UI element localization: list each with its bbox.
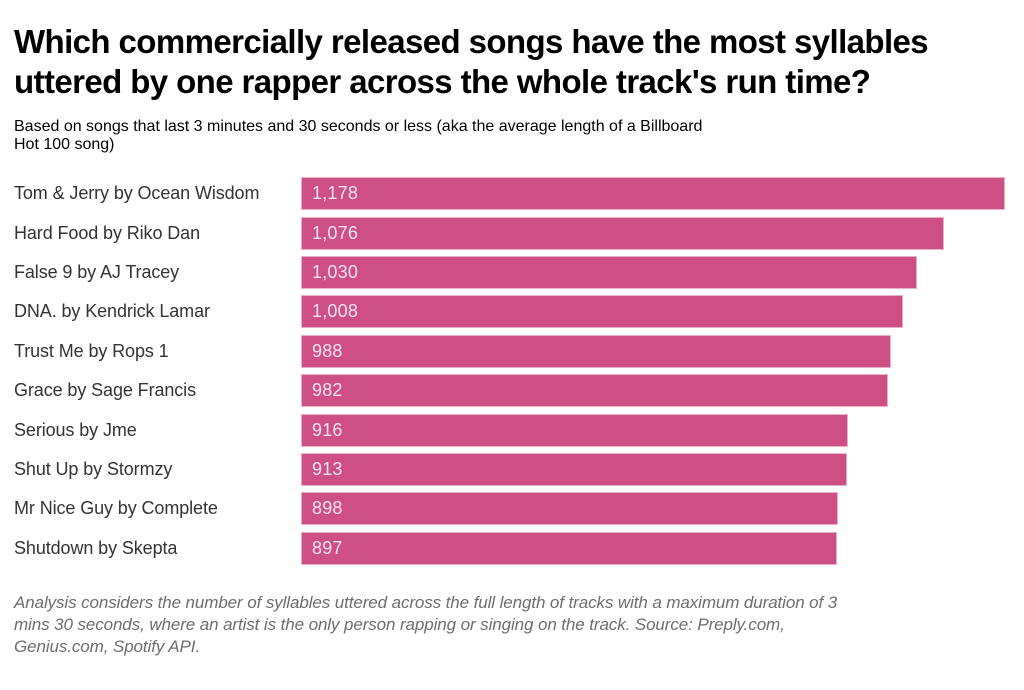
bar-area: 1,008 [301, 295, 1005, 329]
chart-row: Shut Up by Stormzy 913 [14, 450, 1005, 489]
chart-row: Grace by Sage Francis 982 [14, 371, 1005, 410]
chart-row: DNA. by Kendrick Lamar 1,008 [14, 292, 1005, 331]
bar-value-label: 916 [312, 419, 343, 440]
bar: 898 [301, 492, 838, 526]
bar-area: 1,076 [301, 216, 1005, 250]
bar-value-label: 1,030 [312, 261, 359, 282]
bar: 913 [301, 452, 847, 486]
bar-area: 913 [301, 452, 1005, 486]
chart-row: False 9 by AJ Tracey 1,030 [14, 253, 1005, 292]
bar-chart: Tom & Jerry by Ocean Wisdom 1,178 Hard Foo… [14, 174, 1005, 568]
footnote-line-1: Analysis considers the number of syllabl… [14, 592, 838, 612]
chart-row: Serious by Jme 916 [14, 410, 1005, 449]
bar: 897 [301, 531, 838, 565]
footnote-line-2: mins 30 seconds, where an artist is the … [14, 614, 785, 634]
chart-title-line-2: uttered by one rapper across the whole t… [14, 63, 871, 100]
bar-value-label: 1,008 [312, 301, 359, 322]
bar-value-label: 897 [312, 537, 343, 558]
bar-value-label: 988 [312, 340, 343, 361]
category-label: Grace by Sage Francis [14, 380, 196, 401]
chart-row: Hard Food by Riko Dan 1,076 [14, 213, 1005, 252]
footnote-line-3: Genius.com, Spotify API. [14, 636, 200, 656]
bar-value-label: 1,076 [312, 222, 359, 243]
category-label: False 9 by AJ Tracey [14, 261, 180, 282]
category-label: DNA. by Kendrick Lamar [14, 301, 210, 322]
category-label: Trust Me by Rops 1 [14, 340, 169, 361]
bar-area: 1,030 [301, 255, 1005, 289]
category-label: Shut Up by Stormzy [14, 458, 173, 479]
chart-title-line-1: Which commercially released songs have t… [14, 23, 929, 60]
bar-area: 1,178 [301, 177, 1005, 211]
chart-subtitle-line-2: Hot 100 song) [14, 136, 115, 153]
bar: 1,076 [301, 216, 945, 250]
category-label: Tom & Jerry by Ocean Wisdom [14, 183, 260, 204]
bar-area: 988 [301, 334, 1005, 368]
chart-title: Which commercially released songs have t… [14, 22, 1005, 102]
bar-area: 897 [301, 531, 1005, 565]
bar: 916 [301, 413, 849, 447]
bar: 982 [301, 374, 888, 408]
bar-value-label: 913 [312, 458, 343, 479]
category-label: Mr Nice Guy by Complete [14, 498, 218, 519]
bar-value-label: 1,178 [312, 183, 359, 204]
chart-row: Tom & Jerry by Ocean Wisdom 1,178 [14, 174, 1005, 213]
category-label: Serious by Jme [14, 419, 137, 440]
bar-value-label: 898 [312, 498, 343, 519]
category-label: Shutdown by Skepta [14, 537, 178, 558]
category-label: Hard Food by Riko Dan [14, 222, 200, 243]
bar: 1,008 [301, 295, 904, 329]
bar-area: 916 [301, 413, 1005, 447]
bar-area: 982 [301, 374, 1005, 408]
bar-value-label: 982 [312, 380, 343, 401]
bar: 1,178 [301, 177, 1005, 211]
chart-row: Shutdown by Skepta 897 [14, 529, 1005, 568]
bar: 988 [301, 334, 892, 368]
bar: 1,030 [301, 255, 917, 289]
bar-area: 898 [301, 492, 1005, 526]
chart-row: Trust Me by Rops 1 988 [14, 332, 1005, 371]
chart-subtitle-line-1: Based on songs that last 3 minutes and 3… [14, 118, 703, 135]
chart-footnote: Analysis considers the number of syllabl… [14, 592, 1005, 658]
chart-row: Mr Nice Guy by Complete 898 [14, 489, 1005, 528]
